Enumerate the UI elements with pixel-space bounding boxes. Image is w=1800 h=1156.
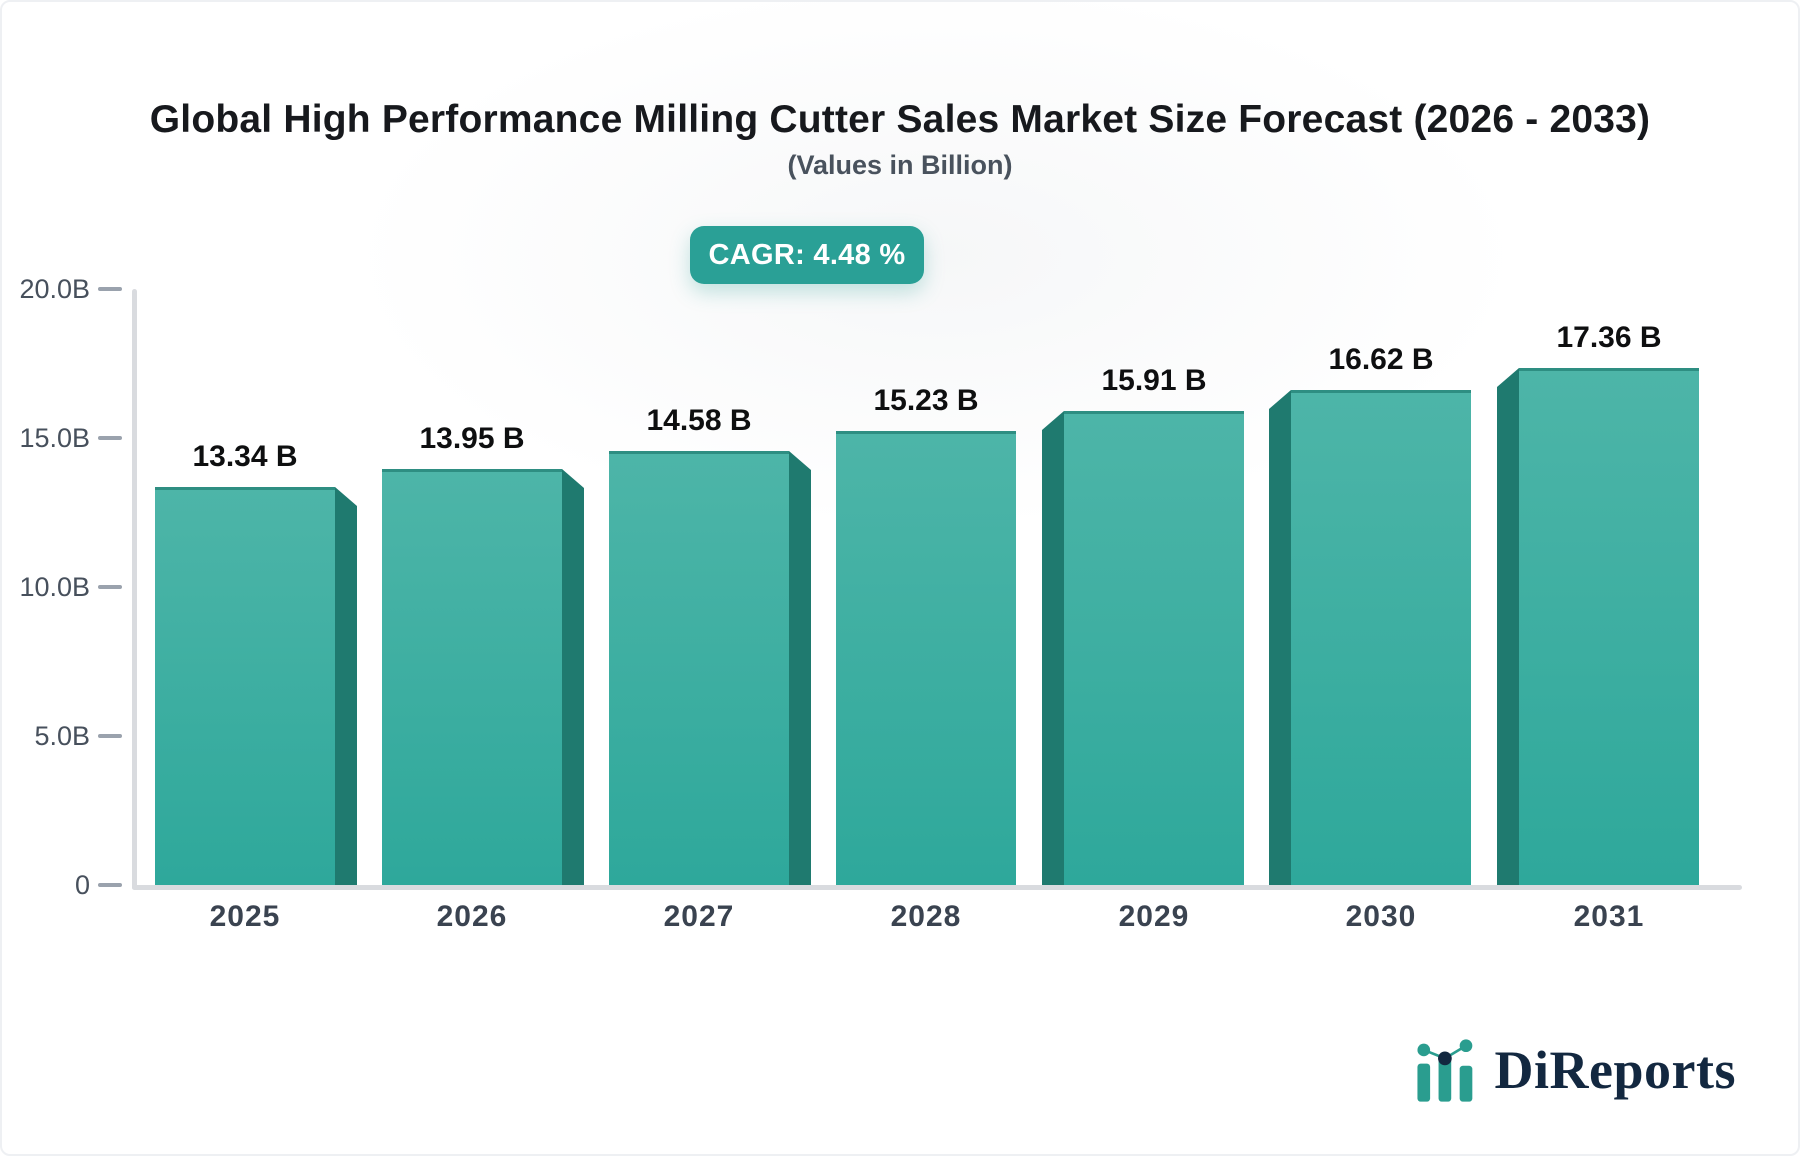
x-tick-label: 2029 [1118,900,1190,933]
y-tick [98,734,122,738]
bar-2025 [155,487,335,885]
y-axis-line [132,289,137,890]
bar-value-label: 13.34 B [192,440,298,473]
y-tick [98,585,122,589]
logo: DiReports [1409,1032,1736,1108]
bar-side-face [1497,368,1519,885]
cagr-badge: CAGR: 4.48 % [690,226,924,284]
mini-bar-chart-icon [1416,1039,1472,1102]
y-tick [98,883,122,887]
x-tick-label: 2030 [1345,900,1417,933]
y-tick [98,287,122,291]
cagr-badge-label: CAGR: 4.48 % [708,238,906,271]
page-title: Global High Performance Milling Cutter S… [149,98,1651,141]
x-axis-line [132,885,1742,890]
y-tick-label: 15.0B [19,423,90,453]
bar-side-face [1042,411,1064,885]
y-tick-label: 5.0B [34,721,90,751]
page-subtitle: (Values in Billion) [787,150,1013,180]
x-tick-label: 2028 [890,900,962,933]
x-tick-label: 2031 [1573,900,1645,933]
bar-value-label: 15.91 B [1101,364,1207,397]
logo-text: DiReports [1494,1040,1736,1100]
bar-2031 [1519,368,1699,885]
bar-value-label: 16.62 B [1328,343,1434,376]
bar-2026 [382,469,562,885]
bar-2027 [609,451,789,885]
bar-side-face [789,451,811,885]
bar-side-face [562,469,584,885]
y-tick-label: 20.0B [19,274,90,304]
bar-side-face [335,487,357,885]
bar-value-label: 17.36 B [1556,321,1662,354]
bar-value-label: 13.95 B [419,422,525,455]
bar-value-label: 15.23 B [873,384,979,417]
bar-2029 [1064,411,1244,885]
bar-value-label: 14.58 B [646,404,752,437]
y-tick [98,436,122,440]
x-tick-label: 2027 [663,900,735,933]
y-tick-label: 10.0B [19,572,90,602]
bar-2030 [1291,390,1471,885]
x-tick-label: 2026 [436,900,508,933]
y-tick-label: 0 [74,870,90,900]
bar-2028 [836,431,1016,885]
x-tick-label: 2025 [209,900,281,933]
bar-side-face [1269,390,1291,885]
